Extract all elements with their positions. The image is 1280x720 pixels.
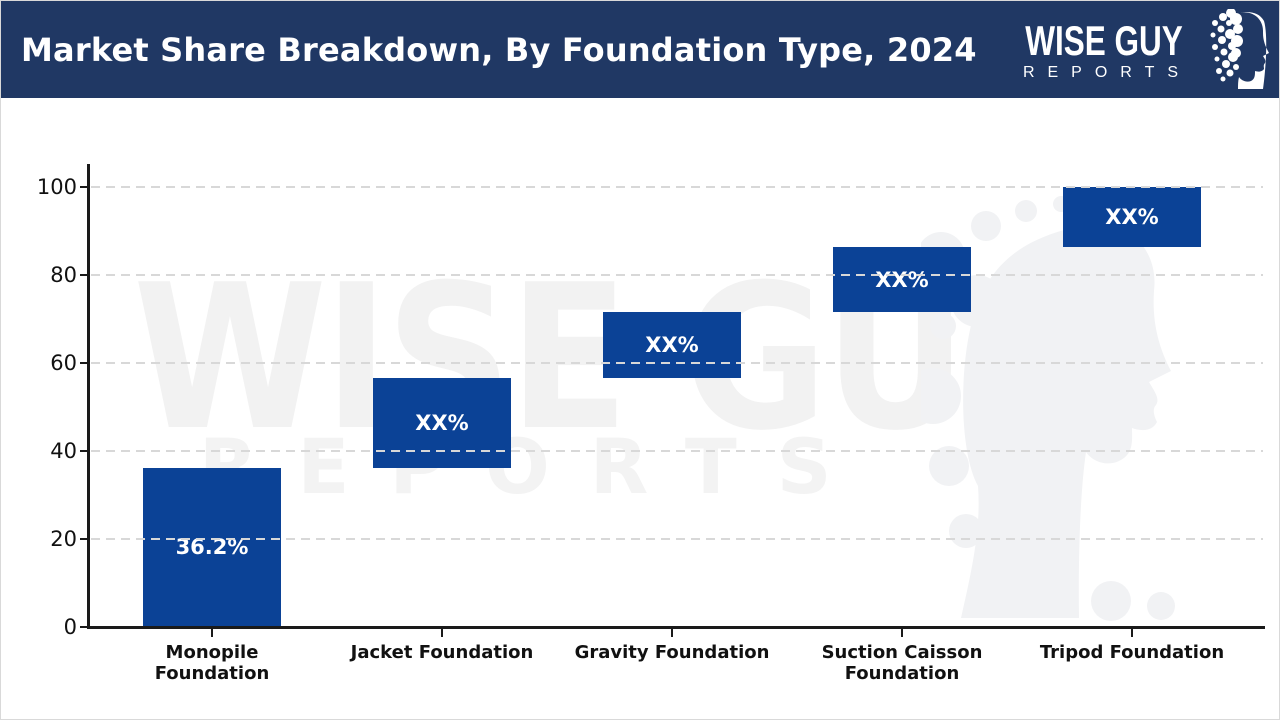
x-tick-mark	[671, 629, 673, 637]
x-tick-mark	[1131, 629, 1133, 637]
bar-value-label: XX%	[645, 333, 699, 358]
x-category-label-suction-caisson-foundation: Suction Caisson Foundation	[784, 642, 1020, 684]
x-tick-mark	[901, 629, 903, 637]
x-category-label-line: Foundation	[844, 663, 960, 684]
x-category-label-line: Jacket Foundation	[350, 642, 534, 663]
x-tick-mark	[211, 629, 213, 637]
y-tick-mark	[80, 274, 88, 276]
x-category-label-line: Tripod Foundation	[1039, 642, 1225, 663]
bar-value-label: XX%	[415, 411, 469, 436]
bar-tripod-foundation: XX%	[1063, 187, 1201, 248]
gridline-60	[91, 362, 1263, 364]
x-category-label-gravity-foundation: Gravity Foundation	[554, 642, 790, 663]
gridline-20	[91, 538, 1263, 540]
header-bar: Market Share Breakdown, By Foundation Ty…	[1, 1, 1279, 98]
wise-guy-logo: WISE GUY REPORTS	[999, 7, 1271, 93]
logo-subtext: REPORTS	[1022, 63, 1192, 81]
bar-jacket-foundation: XX%	[373, 378, 511, 468]
y-tick-label: 0	[63, 615, 77, 639]
x-category-label-monopile-foundation: Monopile Foundation	[94, 642, 330, 684]
y-tick-mark	[80, 450, 88, 452]
logo-head-icon	[1210, 9, 1269, 89]
bar-monopile-foundation: 36.2%	[143, 467, 281, 627]
x-category-label-line: Gravity Foundation	[574, 642, 770, 663]
x-category-label-line: Foundation	[154, 663, 270, 684]
logo-wordmark: WISE GUY	[1025, 16, 1183, 64]
bar-value-label: XX%	[875, 267, 929, 292]
bar-gravity-foundation: XX%	[603, 312, 741, 379]
y-axis-line	[87, 164, 90, 629]
gridline-100	[91, 186, 1263, 188]
y-tick-label: 80	[50, 263, 77, 287]
gridline-80	[91, 274, 1263, 276]
x-tick-mark	[441, 629, 443, 637]
logo-text: WISE GUY REPORTS	[999, 16, 1209, 81]
gridline-40	[91, 450, 1263, 452]
y-tick-label: 60	[50, 351, 77, 375]
chart-title: Market Share Breakdown, By Foundation Ty…	[21, 30, 977, 69]
y-tick-mark	[80, 186, 88, 188]
bar-value-label: XX%	[1105, 205, 1159, 230]
x-category-label-line: Suction Caisson	[821, 642, 983, 663]
y-tick-mark	[80, 362, 88, 364]
x-axis-line	[87, 626, 1265, 629]
y-tick-mark	[80, 626, 88, 628]
y-tick-mark	[80, 538, 88, 540]
y-tick-label: 40	[50, 439, 77, 463]
bar-suction-caisson-foundation: XX%	[833, 247, 971, 313]
y-tick-label: 100	[36, 175, 77, 199]
watermark-subtext: REPORTS	[199, 422, 872, 511]
x-category-label-line: Monopile	[165, 642, 259, 663]
x-category-label-tripod-foundation: Tripod Foundation	[1014, 642, 1250, 663]
y-tick-label: 20	[50, 527, 77, 551]
x-category-label-jacket-foundation: Jacket Foundation	[324, 642, 560, 663]
